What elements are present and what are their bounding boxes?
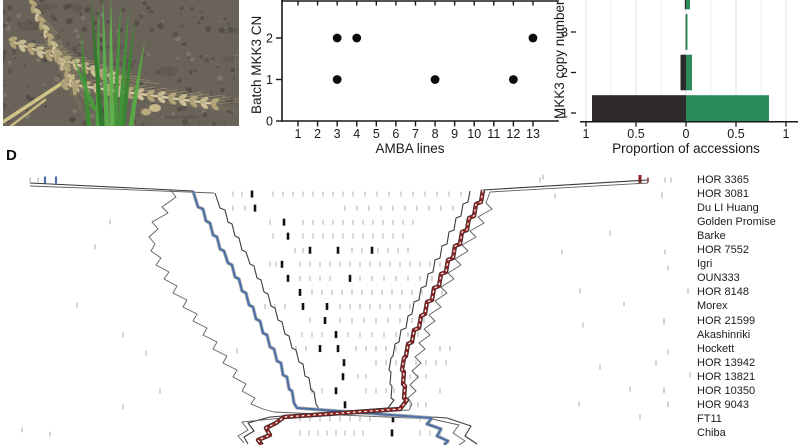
bar-x-tick-label: 0.5 bbox=[627, 127, 644, 141]
accession-label: HOR 7552 bbox=[697, 244, 749, 257]
haplotype-diagram bbox=[21, 174, 691, 445]
scatter-x-axis-title: AMBA lines bbox=[375, 141, 445, 156]
bar-left-cn2 bbox=[680, 54, 686, 91]
green-seedlings bbox=[73, 0, 145, 126]
scatter-x-tick-label: 3 bbox=[334, 127, 341, 141]
accession-label: HOR 3365 bbox=[697, 174, 749, 186]
barley-photo bbox=[3, 0, 239, 126]
bar-left-cn4 bbox=[684, 0, 686, 10]
scatter-x-tick-label: 10 bbox=[467, 127, 481, 141]
accession-label: HOR 13821 bbox=[697, 370, 756, 383]
bar-right-cn3 bbox=[686, 14, 688, 50]
accession-label: HOR 10350 bbox=[697, 384, 756, 397]
scatter-x-tick-label: 2 bbox=[314, 127, 321, 141]
accession-label: Du LI Huang bbox=[697, 202, 759, 215]
accession-label: Golden Promise bbox=[697, 216, 776, 229]
accession-label: Hockett bbox=[697, 342, 735, 355]
accession-label: OUN333 bbox=[697, 272, 740, 285]
scatter-y-tick-label: 2 bbox=[266, 31, 273, 45]
accession-label: Barke bbox=[697, 230, 726, 243]
scatter-y-axis-title: Batch MKK3 CN bbox=[249, 15, 264, 114]
scatter-x-tick-label: 6 bbox=[392, 127, 399, 141]
accession-label: HOR 9043 bbox=[697, 398, 749, 411]
data-point bbox=[528, 33, 538, 43]
scatter-x-tick-label: 12 bbox=[506, 127, 520, 141]
bar-x-tick-label: 1 bbox=[583, 127, 590, 141]
scatter-x-tick-label: 11 bbox=[487, 127, 500, 141]
scatter-y-tick-label: 0 bbox=[266, 114, 273, 128]
accession-label: HOR 21599 bbox=[697, 314, 756, 327]
data-point bbox=[352, 33, 362, 43]
accession-label: Igri bbox=[697, 258, 713, 271]
bar-x-axis-title: Proportion of accessions bbox=[612, 141, 760, 156]
bar-x-tick-label: 1 bbox=[783, 127, 790, 141]
scatter-x-tick-label: 5 bbox=[373, 127, 380, 141]
bar-y-tick-label: 2 bbox=[561, 66, 568, 80]
bar-left-cn1 bbox=[592, 95, 686, 122]
panel-d-label: D bbox=[6, 147, 17, 164]
bar-y-tick-label: 1 bbox=[561, 106, 568, 120]
scatter-y-tick-label: 1 bbox=[266, 73, 273, 87]
scatter-x-tick-label: 9 bbox=[451, 127, 458, 141]
accession-label: FT11 bbox=[697, 412, 722, 425]
accession-label: Chiba bbox=[697, 426, 726, 439]
scatter-x-tick-label: 1 bbox=[295, 127, 302, 141]
accession-label: HOR 3081 bbox=[697, 188, 749, 201]
bar-x-tick-label: 0.5 bbox=[727, 127, 744, 141]
scatter-x-tick-label: 4 bbox=[353, 127, 360, 141]
accession-label: Akashinriki bbox=[697, 328, 751, 341]
data-point bbox=[332, 75, 342, 84]
bar-right-cn1 bbox=[686, 95, 769, 122]
data-point bbox=[332, 33, 342, 43]
bar-x-tick-label: 0 bbox=[683, 127, 690, 141]
bar-y-tick-label: 3 bbox=[561, 25, 568, 39]
accession-label: Morex bbox=[697, 300, 728, 313]
data-point bbox=[508, 75, 518, 84]
data-point bbox=[430, 75, 440, 84]
diverging-bar-chart: 1 0.5 0 0.5 1 1 2 3 bbox=[561, 0, 798, 141]
accession-label: HOR 8148 bbox=[697, 286, 749, 299]
accession-label: HOR 13942 bbox=[697, 356, 756, 369]
scatter-x-tick-label: 13 bbox=[526, 127, 540, 141]
scatter-x-tick-label: 8 bbox=[432, 127, 439, 141]
bar-y-axis-title: MKK3 copy number bbox=[552, 0, 567, 119]
bar-right-cn4 bbox=[686, 0, 690, 10]
scatter-x-tick-label: 7 bbox=[412, 127, 419, 141]
bar-right-cn2 bbox=[686, 54, 692, 91]
